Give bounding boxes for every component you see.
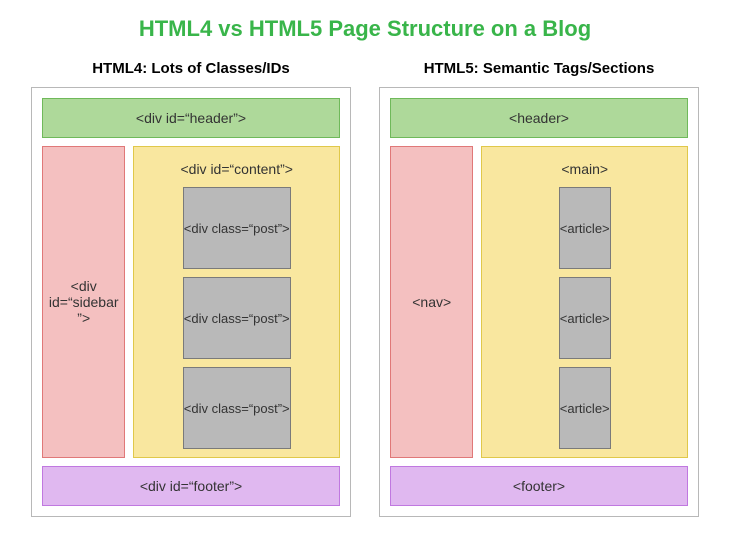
html4-header-block: <div id=“header”> (42, 98, 340, 138)
html5-middle-row: <nav> <main> <article> <article> <articl… (390, 146, 688, 458)
html4-sidebar-block: <div id=“sidebar”> (42, 146, 125, 458)
html4-post-block: <div class=“post”> (183, 367, 291, 449)
html4-middle-row: <div id=“sidebar”> <div id=“content”> <d… (42, 146, 340, 458)
html5-article-block: <article> (559, 187, 611, 269)
html4-post-block: <div class=“post”> (183, 277, 291, 359)
html4-panel-wrap: HTML4: Lots of Classes/IDs <div id=“head… (31, 60, 351, 517)
html4-content-block: <div id=“content”> <div class=“post”> <d… (133, 146, 340, 458)
main-title: HTML4 vs HTML5 Page Structure on a Blog (30, 16, 700, 42)
html5-article-block: <article> (559, 277, 611, 359)
html5-footer-block: <footer> (390, 466, 688, 506)
html5-article-block: <article> (559, 367, 611, 449)
html4-panel: <div id=“header”> <div id=“sidebar”> <di… (31, 87, 351, 517)
html5-main-label: <main> (561, 155, 608, 179)
html5-nav-block: <nav> (390, 146, 473, 458)
html5-panel-title: HTML5: Semantic Tags/Sections (379, 60, 699, 77)
html4-footer-block: <div id=“footer”> (42, 466, 340, 506)
html5-panel-wrap: HTML5: Semantic Tags/Sections <header> <… (379, 60, 699, 517)
html5-panel: <header> <nav> <main> <article> <article… (379, 87, 699, 517)
html5-main-block: <main> <article> <article> <article> (481, 146, 688, 458)
html4-post-block: <div class=“post”> (183, 187, 291, 269)
html4-panel-title: HTML4: Lots of Classes/IDs (31, 60, 351, 77)
panels-row: HTML4: Lots of Classes/IDs <div id=“head… (30, 60, 700, 517)
html4-content-label: <div id=“content”> (180, 155, 292, 179)
html5-header-block: <header> (390, 98, 688, 138)
